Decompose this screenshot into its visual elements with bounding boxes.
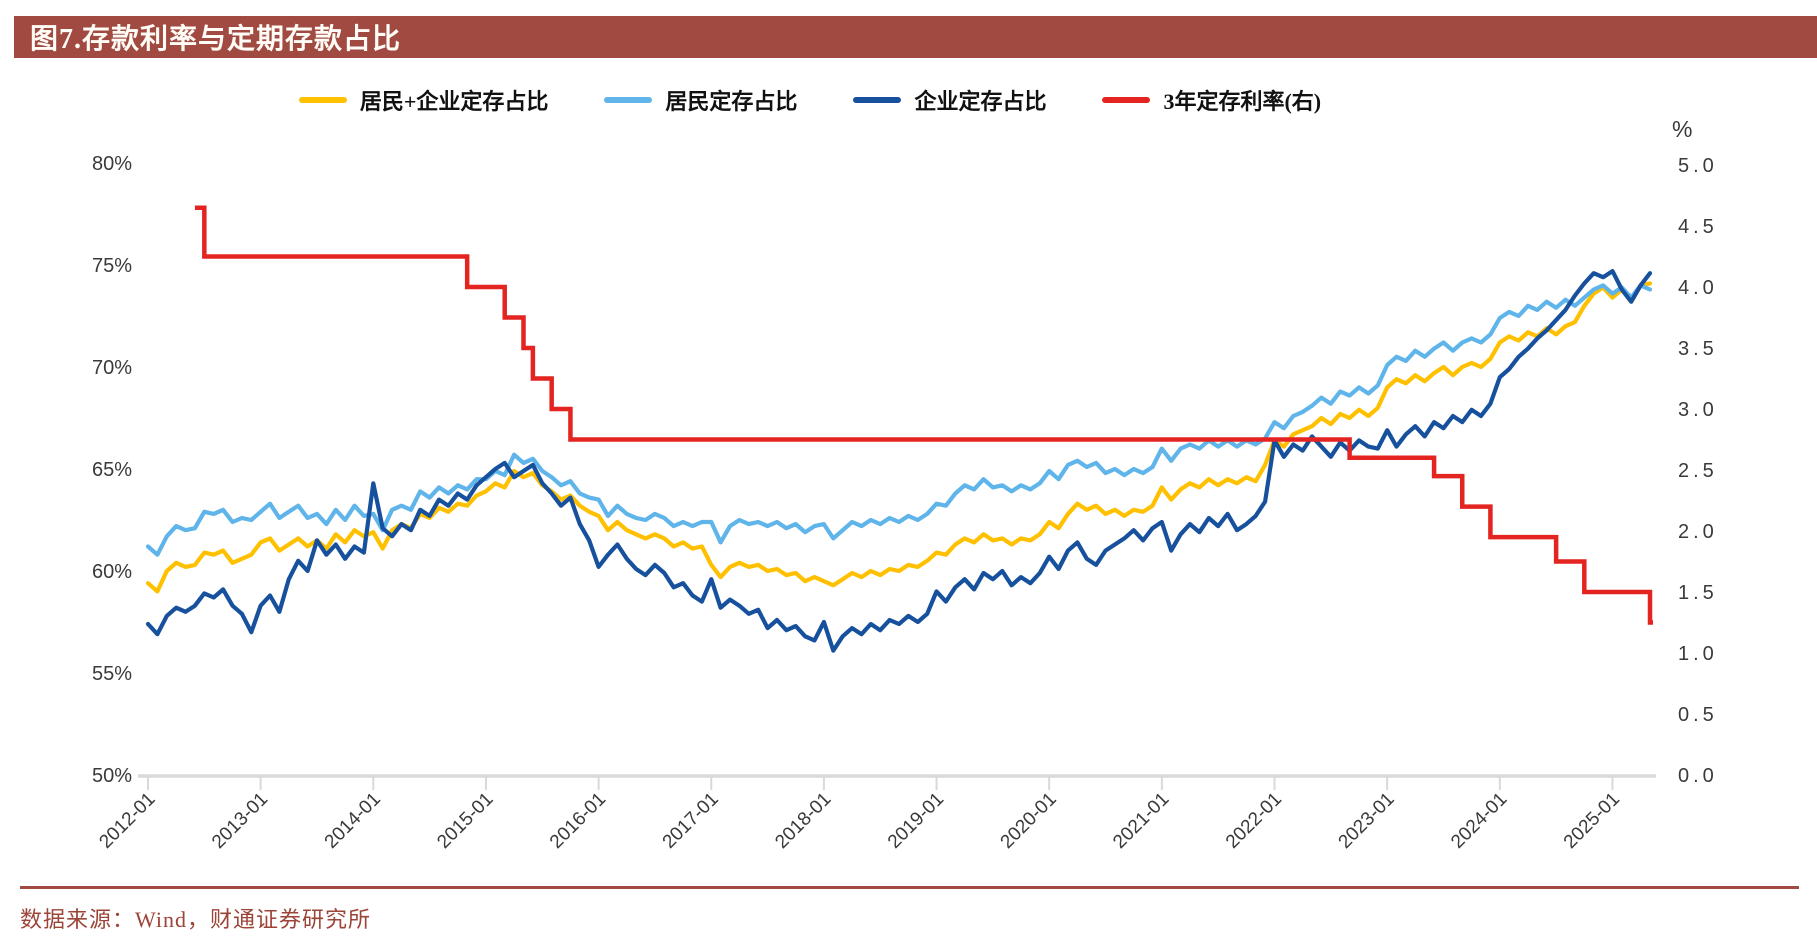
legend-item-residents: 居民定存占比 (604, 84, 797, 116)
y-tick-label-left: 75% (92, 255, 132, 277)
x-tick-label: 2015-01 (433, 789, 497, 853)
source-note: 数据来源：Wind，财通证券研究所 (20, 907, 371, 932)
legend-item-combined: 居民+企业定存占比 (298, 84, 549, 116)
chart-legend: 居民+企业定存占比 居民定存占比 企业定存占比 3年定存利率(右) (170, 84, 1450, 116)
legend-item-rate: 3年定存利率(右) (1102, 84, 1321, 116)
y-tick-label-left: 60% (92, 561, 132, 583)
legend-swatch-darkblue (853, 97, 902, 103)
legend-swatch-red (1102, 97, 1151, 103)
y-tick-label-right: 3.0 (1678, 399, 1718, 421)
x-tick-label: 2012-01 (95, 789, 159, 853)
x-tick-label: 2025-01 (1560, 789, 1624, 853)
y-tick-label-right: 0.5 (1678, 704, 1718, 726)
y-tick-label-right: 2.0 (1678, 521, 1718, 543)
y-tick-label-left: 65% (92, 459, 132, 481)
y-tick-label-right: 1.5 (1678, 582, 1718, 604)
x-tick-label: 2016-01 (546, 789, 610, 853)
y-tick-label-right: 3.5 (1678, 338, 1718, 360)
y-tick-label-right: 0.0 (1678, 765, 1718, 787)
y-tick-label-left: 55% (92, 663, 132, 685)
legend-label: 居民+企业定存占比 (359, 89, 549, 114)
right-axis-unit-label: % (1672, 116, 1693, 142)
x-tick-label: 2019-01 (884, 789, 948, 853)
y-tick-label-left: 70% (92, 357, 132, 379)
y-tick-label-left: 50% (92, 765, 132, 787)
series-line-2 (145, 269, 1653, 653)
x-tick-label: 2022-01 (1222, 789, 1286, 853)
series-line-1 (145, 283, 1653, 557)
x-tick-label: 2017-01 (659, 789, 723, 853)
y-tick-label-left: 80% (92, 153, 132, 175)
legend-swatch-lightblue (604, 97, 653, 103)
legend-label: 居民定存占比 (665, 89, 798, 114)
y-tick-label-right: 2.5 (1678, 460, 1718, 482)
y-tick-label-right: 4.0 (1678, 277, 1718, 299)
x-tick-label: 2013-01 (208, 789, 272, 853)
y-tick-label-right: 1.0 (1678, 643, 1718, 665)
x-tick-label: 2014-01 (321, 789, 385, 853)
footer-divider (20, 886, 1799, 889)
legend-label: 3年定存利率(右) (1163, 89, 1322, 114)
figure-title: 图7.存款利率与定期存款占比 (30, 24, 402, 55)
y-tick-label-right: 5.0 (1678, 155, 1718, 177)
legend-item-enterprises: 企业定存占比 (853, 84, 1046, 116)
legend-swatch-yellow (298, 97, 347, 103)
x-tick-label: 2023-01 (1335, 789, 1399, 853)
x-tick-label: 2018-01 (771, 789, 835, 853)
legend-label: 企业定存占比 (914, 89, 1047, 114)
series-line-3 (194, 205, 1653, 625)
x-tick-label: 2020-01 (997, 789, 1061, 853)
x-tick-label: 2021-01 (1109, 789, 1173, 853)
figure-title-bar: 图7.存款利率与定期存款占比 (14, 16, 1817, 58)
y-tick-label-right: 4.5 (1678, 216, 1718, 238)
x-tick-label: 2024-01 (1447, 789, 1511, 853)
